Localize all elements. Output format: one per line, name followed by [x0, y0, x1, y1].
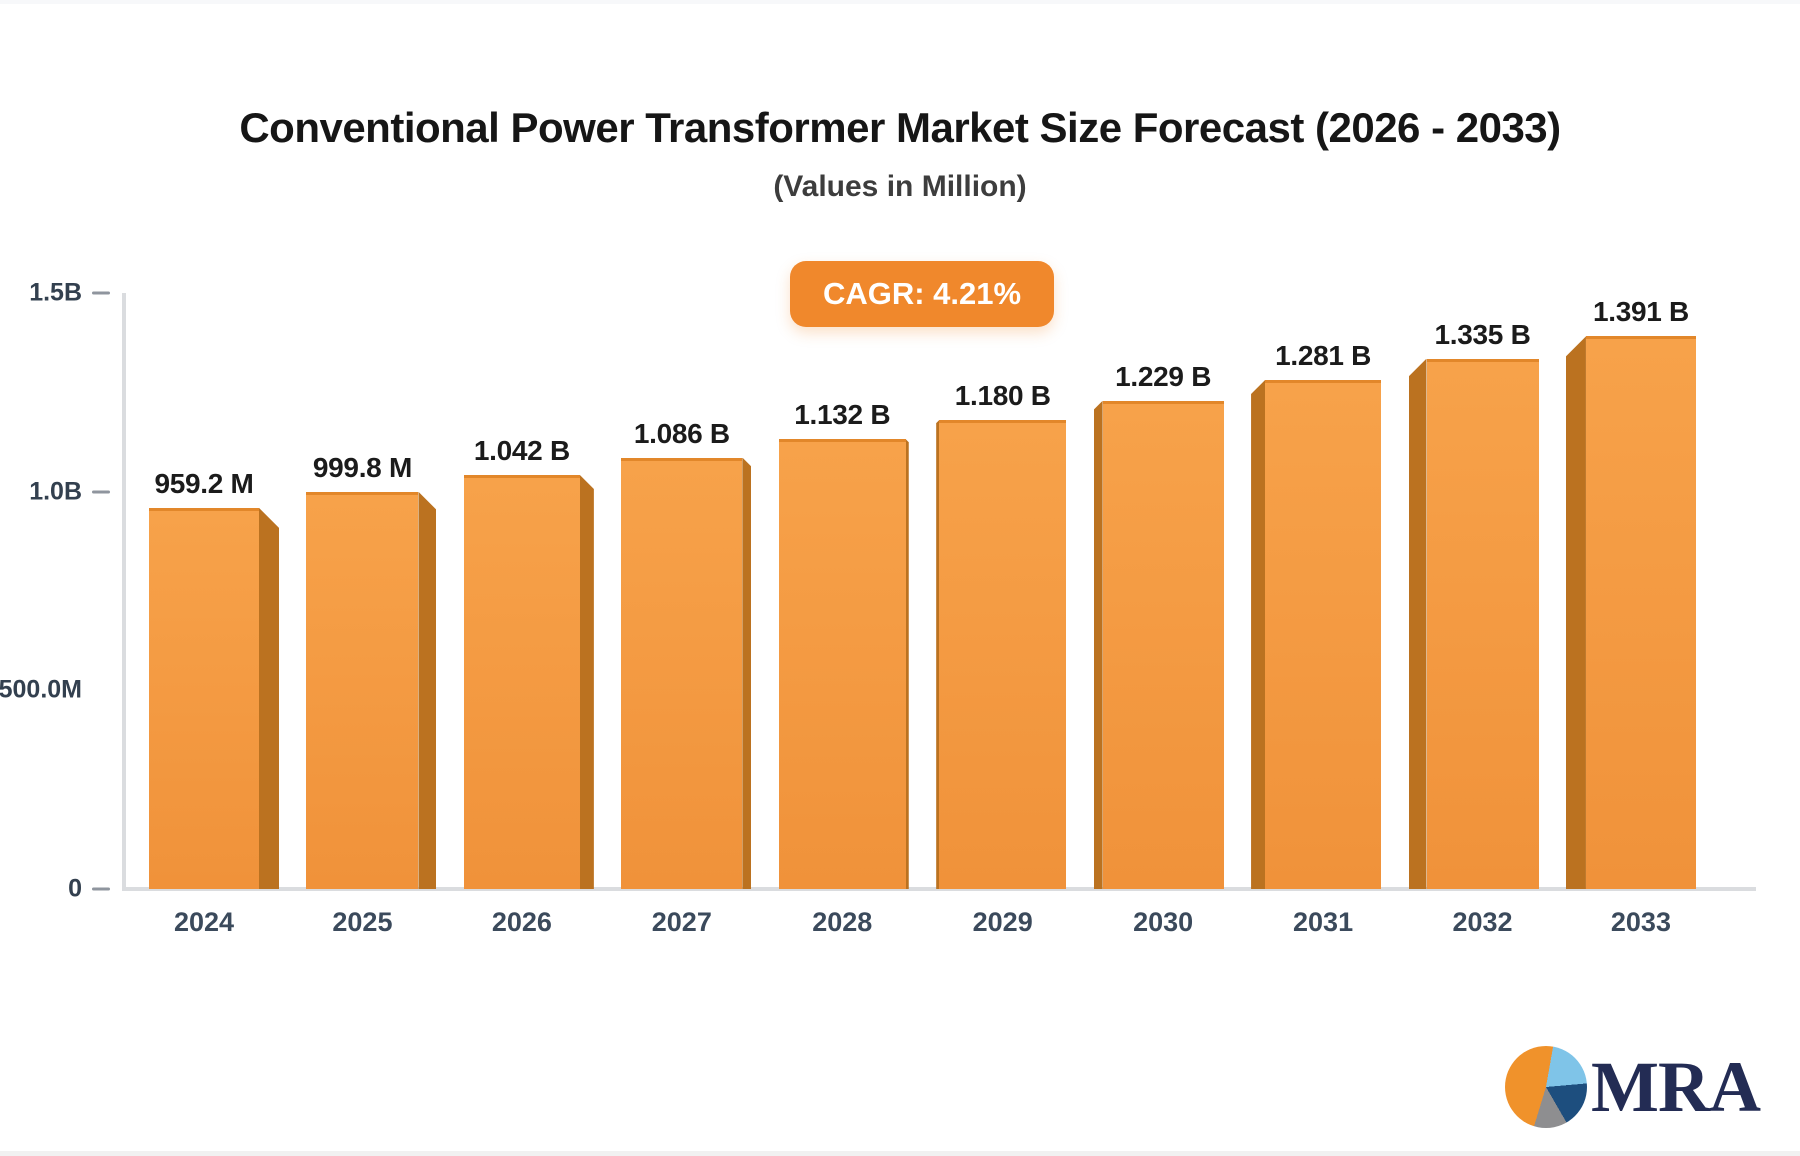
bar-2032: 1.335 B 2032	[1408, 319, 1539, 937]
y-tick-label: 500.0M	[0, 675, 82, 704]
bar-front-face	[1102, 400, 1224, 889]
mra-logo: MRA	[1505, 1046, 1761, 1128]
bar-value-label: 1.132 B	[794, 399, 891, 431]
x-axis-label-2030: 2030	[1133, 907, 1194, 937]
bar-2031: 1.281 B 2031	[1251, 340, 1382, 937]
chart-subtitle: (Values in Million)	[773, 170, 1027, 203]
bars-container: 959.2 M 2024 999.8 M 2025 1.042 B 2026 1.086 B…	[149, 293, 1696, 937]
cagr-badge: CAGR: 4.21%	[790, 261, 1054, 327]
bar-2033: 1.391 B 2033	[1565, 296, 1696, 937]
bar-2027: 1.086 B 2027	[621, 418, 752, 937]
bar-value-label: 1.086 B	[633, 417, 730, 449]
y-tick-dash	[92, 291, 110, 295]
bar-front-face	[306, 491, 419, 889]
bar-front-face	[1585, 336, 1696, 889]
bar-chart-plot: 1.5B 1.0B 500.0M 0 959.2 M 2024 999.8 M 2025 1.…	[0, 279, 1756, 937]
bar-2028: 1.132 B 2028	[778, 399, 909, 937]
y-axis-line	[122, 293, 126, 891]
bar-side-face	[418, 491, 437, 889]
x-axis-label-2024: 2024	[173, 907, 235, 937]
bar-side-face	[936, 420, 940, 889]
bar-side-face	[1408, 358, 1427, 889]
bar-value-label: 959.2 M	[154, 467, 254, 499]
logo-text: MRA	[1591, 1047, 1761, 1127]
y-tick-label: 0	[68, 874, 82, 903]
bar-value-label: 1.281 B	[1275, 340, 1372, 372]
bar-front-face	[149, 507, 259, 889]
x-axis-label-2033: 2033	[1610, 907, 1671, 937]
y-tick-dash	[92, 887, 110, 891]
x-axis-label-2032: 2032	[1452, 907, 1513, 937]
bar-value-label: 1.391 B	[1592, 296, 1689, 328]
y-tick-label: 1.0B	[29, 477, 82, 506]
pie-chart-icon	[1505, 1046, 1587, 1128]
bar-front-face	[939, 420, 1067, 889]
bar-side-face	[579, 474, 594, 889]
chart-title: Conventional Power Transformer Market Si…	[239, 104, 1561, 151]
bar-2029: 1.180 B 2029	[936, 380, 1067, 937]
bar-side-face	[742, 457, 752, 889]
bar-front-face	[463, 474, 580, 889]
y-tick-label: 1.5B	[29, 278, 82, 307]
bar-2025: 999.8 M 2025	[306, 452, 437, 937]
bar-side-face	[1565, 336, 1586, 889]
bar-value-label: 1.042 B	[473, 434, 570, 466]
bar-side-face	[1093, 400, 1103, 889]
bar-value-label: 1.229 B	[1115, 360, 1212, 392]
bar-2026: 1.042 B 2026	[463, 435, 594, 937]
bar-value-label: 1.335 B	[1434, 318, 1531, 350]
bar-2024: 959.2 M 2024	[149, 468, 279, 937]
x-axis-label-2028: 2028	[812, 907, 873, 937]
bar-front-face	[621, 457, 743, 889]
bar-front-face	[1426, 358, 1539, 889]
bar-front-face	[1265, 380, 1382, 889]
x-axis-label-2025: 2025	[332, 907, 393, 937]
x-axis-baseline	[122, 887, 1756, 891]
bar-side-face	[1251, 380, 1266, 889]
x-axis-label-2026: 2026	[491, 907, 552, 937]
bar-side-face	[259, 507, 279, 889]
bar-value-label: 1.180 B	[954, 380, 1051, 412]
y-tick-dash	[92, 490, 110, 494]
bar-side-face	[905, 439, 909, 889]
x-axis-label-2029: 2029	[972, 907, 1033, 937]
bar-value-label: 999.8 M	[312, 451, 412, 483]
x-axis-label-2031: 2031	[1293, 907, 1354, 937]
x-axis-label-2027: 2027	[651, 907, 712, 937]
bar-2030: 1.229 B 2030	[1093, 361, 1224, 937]
bar-front-face	[778, 439, 906, 889]
